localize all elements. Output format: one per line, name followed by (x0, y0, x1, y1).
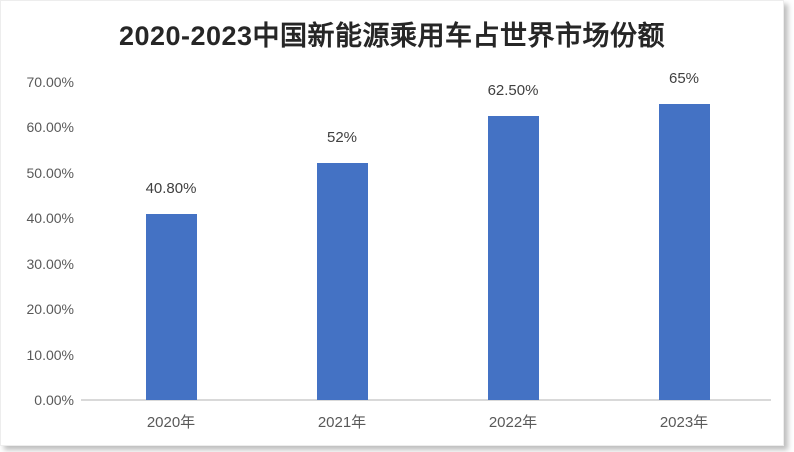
y-axis-tick-label: 70.00% (26, 73, 74, 90)
x-axis-line (81, 399, 771, 401)
y-axis-tick-label: 0.00% (34, 392, 74, 408)
y-axis-tick-label: 40.00% (26, 210, 74, 226)
bar-2023年 (658, 104, 710, 400)
y-axis-tick-label: 10.00% (26, 346, 74, 363)
x-axis-category-label: 2022年 (488, 414, 538, 431)
bar-2022年 (487, 115, 539, 400)
x-axis-category-label: 2020年 (146, 414, 196, 431)
chart-title: 2020-2023中国新能源乘用车占世界市场份额 (118, 21, 666, 51)
bar-value-label: 65% (668, 70, 700, 88)
x-axis-category-label: 2021年 (317, 414, 367, 431)
bar-2021年 (316, 163, 368, 400)
bar-value-label: 52% (326, 129, 358, 147)
y-axis-tick-label: 30.00% (26, 255, 74, 272)
chart-card: 2020-2023中国新能源乘用车占世界市场份额 0.00% 10.00% 20.0… (0, 0, 784, 446)
y-axis-tick-label: 50.00% (26, 164, 74, 181)
plot-area: 0.00% 10.00% 20.00% 30.00% 40.00% 50.00% 60.00… (1, 1, 783, 445)
bar-2020年 (145, 214, 197, 400)
y-axis-tick-label: 20.00% (26, 301, 74, 317)
bar-value-label: 62.50% (487, 81, 539, 99)
y-axis-tick-label: 60.00% (26, 119, 74, 135)
x-axis-category-label: 2023年 (659, 414, 709, 431)
bar-value-label: 40.80% (145, 180, 197, 198)
